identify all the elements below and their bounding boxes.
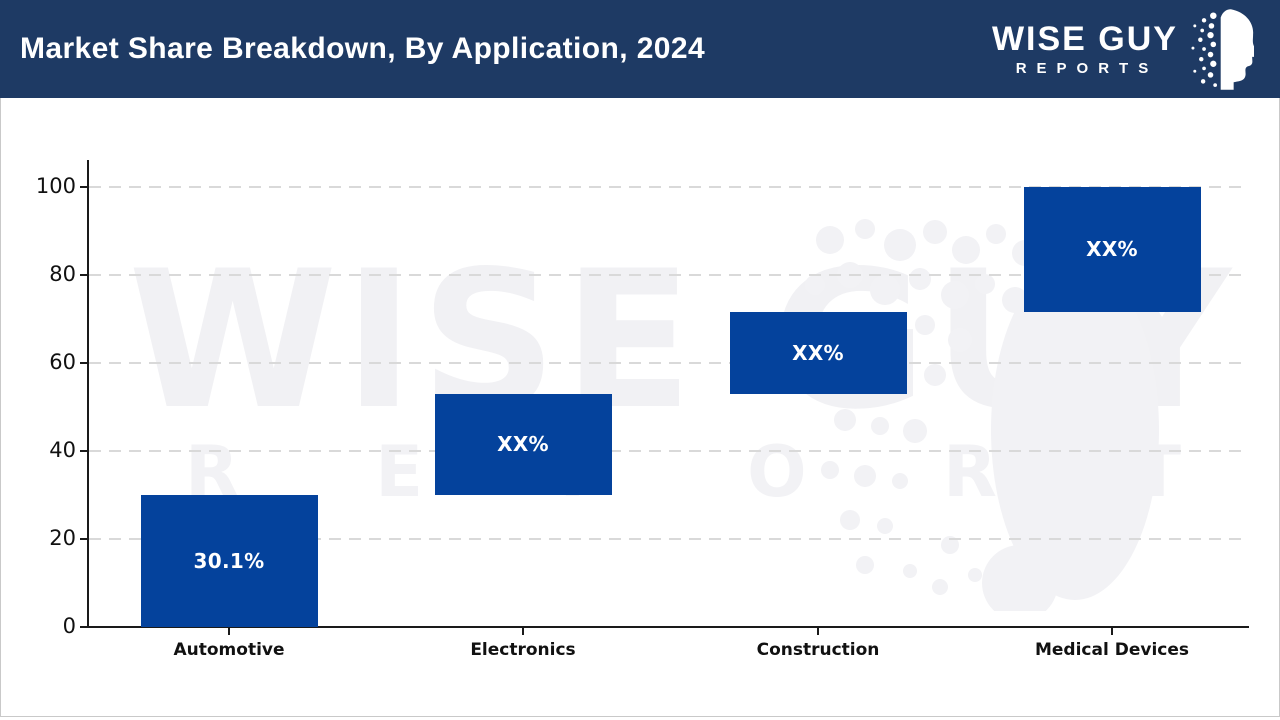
gridline-80 [89,274,1248,276]
y-tick-mark-0 [80,626,88,628]
y-tick-label-100: 100 [35,174,76,198]
logo-wordmark: WISE GUY [991,20,1178,58]
y-tick-label-0: 0 [62,614,76,638]
x-tick-label-1: Electronics [470,640,576,660]
gridline-60 [89,362,1248,364]
dotted-head-profile-icon [1191,9,1254,90]
bar-value-label: XX% [497,432,549,457]
y-tick-mark-60 [80,362,88,364]
y-tick-label-60: 60 [49,350,76,374]
logo-text: WISE GUY REPORTS [992,22,1178,76]
bar-medical-devices: XX% [1023,187,1201,312]
bar-value-label: 30.1% [193,548,265,573]
y-tick-mark-40 [80,450,88,452]
x-tick-label-0: Automotive [173,640,285,660]
x-tick-mark-3 [1111,628,1113,635]
x-axis-line [85,626,1249,628]
x-tick-mark-0 [228,628,230,635]
header: Market Share Breakdown, By Application, … [0,0,1280,98]
gridline-40 [89,450,1248,452]
bar-automotive: 30.1% [140,494,318,627]
gridline-20 [89,538,1248,540]
y-axis-line [87,160,89,628]
y-tick-mark-20 [80,538,88,540]
page-title: Market Share Breakdown, By Application, … [20,32,706,65]
wise-guy-logo: WISE GUY REPORTS [992,5,1254,93]
x-tick-label-3: Medical Devices [1034,640,1189,660]
bar-value-label: XX% [792,340,844,365]
y-tick-label-20: 20 [49,526,76,550]
y-tick-label-40: 40 [49,438,76,462]
bar-construction: XX% [729,311,907,394]
gridline-100 [89,186,1248,188]
bar-electronics: XX% [434,393,612,495]
y-tick-label-80: 80 [49,262,76,286]
x-tick-label-2: Construction [756,640,880,660]
logo-subtext: REPORTS [1015,60,1159,77]
y-tick-mark-80 [80,274,88,276]
x-tick-mark-2 [817,628,819,635]
bar-value-label: XX% [1086,237,1138,262]
y-tick-mark-100 [80,186,88,188]
x-tick-mark-1 [522,628,524,635]
